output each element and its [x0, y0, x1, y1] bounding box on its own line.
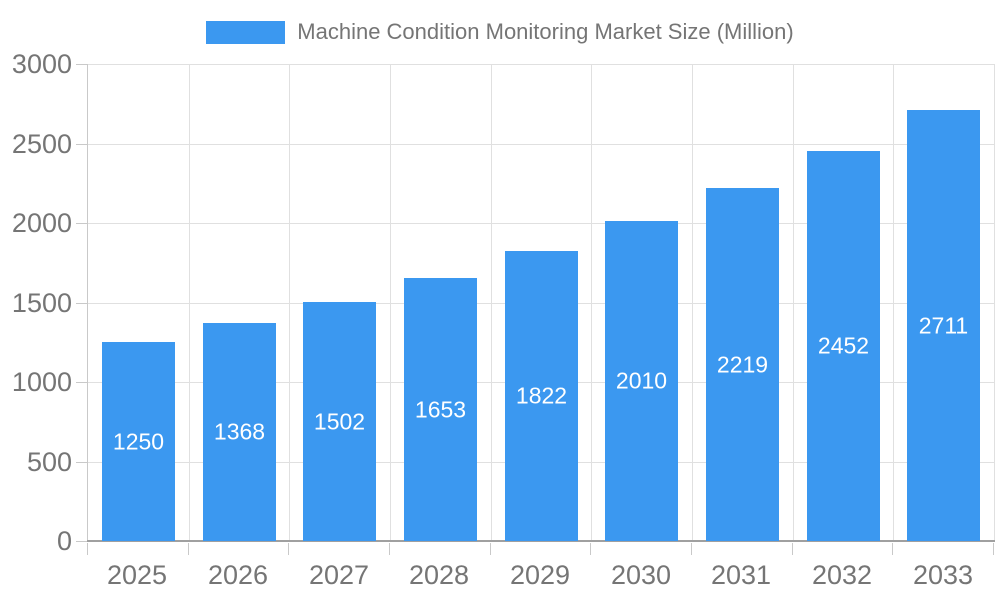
bar-value-label: 2010 [615, 367, 668, 394]
plot-area: 1250 1368 1502 1653 1822 2010 2219 2452 2711 [87, 64, 995, 542]
x-axis-baseline [87, 540, 995, 542]
y-tick-mark [76, 64, 87, 65]
y-tick-mark [76, 541, 87, 542]
y-tick-mark [76, 223, 87, 224]
bar: 2452 [807, 151, 880, 541]
x-tick-label: 2027 [308, 560, 370, 590]
gridline-horizontal [88, 223, 994, 224]
x-tick-mark [691, 543, 692, 555]
bar: 2219 [706, 188, 779, 541]
legend-label: Machine Condition Monitoring Market Size… [297, 19, 794, 44]
y-tick-mark [76, 462, 87, 463]
y-tick-label: 2500 [11, 129, 72, 159]
y-tick-label: 1500 [11, 288, 72, 318]
gridline-vertical [189, 64, 190, 541]
x-tick-label: 2031 [710, 560, 772, 590]
gridline-vertical [692, 64, 693, 541]
x-tick-mark [993, 543, 994, 555]
x-tick-mark [590, 543, 591, 555]
x-tick-mark [389, 543, 390, 555]
x-tick-label: 2028 [408, 560, 470, 590]
gridline-vertical [491, 64, 492, 541]
x-tick-mark [490, 543, 491, 555]
x-tick-label: 2029 [509, 560, 571, 590]
y-tick-mark [76, 144, 87, 145]
x-tick-mark [792, 543, 793, 555]
x-tick-mark [288, 543, 289, 555]
gridline-vertical [390, 64, 391, 541]
y-tick-label: 0 [56, 526, 72, 556]
bar: 1822 [505, 251, 578, 541]
x-tick-label: 2030 [610, 560, 672, 590]
x-tick-mark [892, 543, 893, 555]
y-tick-label: 3000 [11, 49, 72, 79]
y-tick-label: 1000 [11, 367, 72, 397]
x-tick-mark [87, 543, 88, 555]
bar: 1653 [404, 278, 477, 541]
x-tick-label: 2032 [811, 560, 873, 590]
y-tick-mark [76, 382, 87, 383]
gridline-vertical [893, 64, 894, 541]
y-tick-label: 2000 [11, 208, 72, 238]
bar-value-label: 2219 [716, 351, 769, 377]
bar-value-label: 2711 [918, 312, 969, 338]
gridline-horizontal [88, 64, 994, 65]
bar-value-label: 1368 [213, 418, 266, 445]
gridline-vertical [793, 64, 794, 541]
x-tick-mark [188, 543, 189, 555]
gridline-vertical [289, 64, 290, 541]
bar-value-label: 1250 [112, 428, 165, 454]
legend: Machine Condition Monitoring Market Size… [0, 17, 1000, 47]
bar-value-label: 1822 [515, 382, 568, 409]
bar-value-label: 1502 [313, 408, 366, 434]
bar: 2711 [907, 110, 980, 541]
y-tick-label: 500 [26, 447, 72, 477]
bar: 1502 [303, 302, 376, 541]
bar: 2010 [605, 221, 678, 541]
bar: 1368 [203, 323, 276, 541]
bar-value-label: 2452 [817, 332, 870, 359]
legend-swatch-icon [206, 20, 286, 44]
x-tick-label: 2026 [207, 560, 269, 590]
bar-value-label: 1653 [414, 396, 467, 422]
gridline-vertical [591, 64, 592, 541]
x-tick-label: 2025 [106, 560, 168, 590]
x-tick-label: 2033 [912, 560, 974, 590]
bar: 1250 [102, 342, 175, 541]
y-tick-mark [76, 303, 87, 304]
gridline-horizontal [88, 144, 994, 145]
